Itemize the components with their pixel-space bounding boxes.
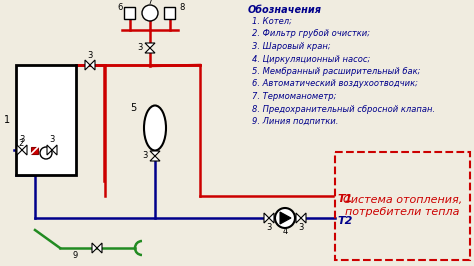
- Polygon shape: [52, 145, 57, 155]
- Text: 7: 7: [147, 0, 153, 6]
- Circle shape: [275, 208, 295, 228]
- Text: 6. Автоматический воздухоотводчик;: 6. Автоматический воздухоотводчик;: [252, 80, 418, 89]
- Polygon shape: [92, 243, 97, 253]
- Ellipse shape: [144, 106, 166, 151]
- Text: 5: 5: [130, 103, 136, 113]
- FancyBboxPatch shape: [31, 147, 38, 153]
- Text: 3: 3: [19, 135, 25, 144]
- Text: T2: T2: [337, 216, 352, 226]
- Polygon shape: [145, 48, 155, 53]
- Polygon shape: [296, 213, 301, 223]
- Polygon shape: [269, 213, 274, 223]
- Polygon shape: [17, 145, 22, 155]
- Text: 2. Фильтр грубой очистки;: 2. Фильтр грубой очистки;: [252, 30, 370, 39]
- Text: 9. Линия подпитки.: 9. Линия подпитки.: [252, 117, 338, 126]
- Text: 7. Термоманометр;: 7. Термоманометр;: [252, 92, 337, 101]
- Polygon shape: [301, 213, 306, 223]
- Text: 4: 4: [283, 227, 288, 236]
- Text: 4. Циркуляционный насос;: 4. Циркуляционный насос;: [252, 55, 370, 64]
- Text: 3: 3: [266, 223, 272, 232]
- Text: 3: 3: [87, 52, 93, 60]
- Text: 6: 6: [117, 2, 123, 11]
- Polygon shape: [264, 213, 269, 223]
- FancyBboxPatch shape: [16, 65, 76, 175]
- Text: T1: T1: [337, 194, 352, 204]
- Text: 1. Котел;: 1. Котел;: [252, 17, 292, 26]
- Polygon shape: [47, 145, 52, 155]
- FancyBboxPatch shape: [164, 7, 175, 19]
- Text: 2: 2: [18, 139, 24, 148]
- Text: 3. Шаровый кран;: 3. Шаровый кран;: [252, 42, 331, 51]
- Text: Система отопления,
потребители тепла: Система отопления, потребители тепла: [343, 195, 462, 217]
- Circle shape: [142, 5, 158, 21]
- Text: 3: 3: [142, 152, 148, 160]
- Text: 3: 3: [49, 135, 55, 144]
- Polygon shape: [22, 145, 27, 155]
- Polygon shape: [90, 60, 95, 70]
- Polygon shape: [97, 243, 102, 253]
- Polygon shape: [85, 60, 90, 70]
- Polygon shape: [145, 43, 155, 48]
- Text: 1: 1: [4, 115, 10, 125]
- Text: 8: 8: [179, 2, 185, 11]
- FancyBboxPatch shape: [125, 7, 136, 19]
- Text: 3: 3: [298, 223, 304, 232]
- Polygon shape: [150, 156, 160, 161]
- Text: 5. Мембранный расширительный бак;: 5. Мембранный расширительный бак;: [252, 67, 420, 76]
- Text: Обозначения: Обозначения: [248, 5, 322, 15]
- Text: 8. Предохранительный сбросной клапан.: 8. Предохранительный сбросной клапан.: [252, 105, 435, 114]
- Polygon shape: [150, 151, 160, 156]
- Text: 3: 3: [137, 44, 143, 52]
- Text: 9: 9: [73, 251, 78, 260]
- Polygon shape: [280, 212, 291, 224]
